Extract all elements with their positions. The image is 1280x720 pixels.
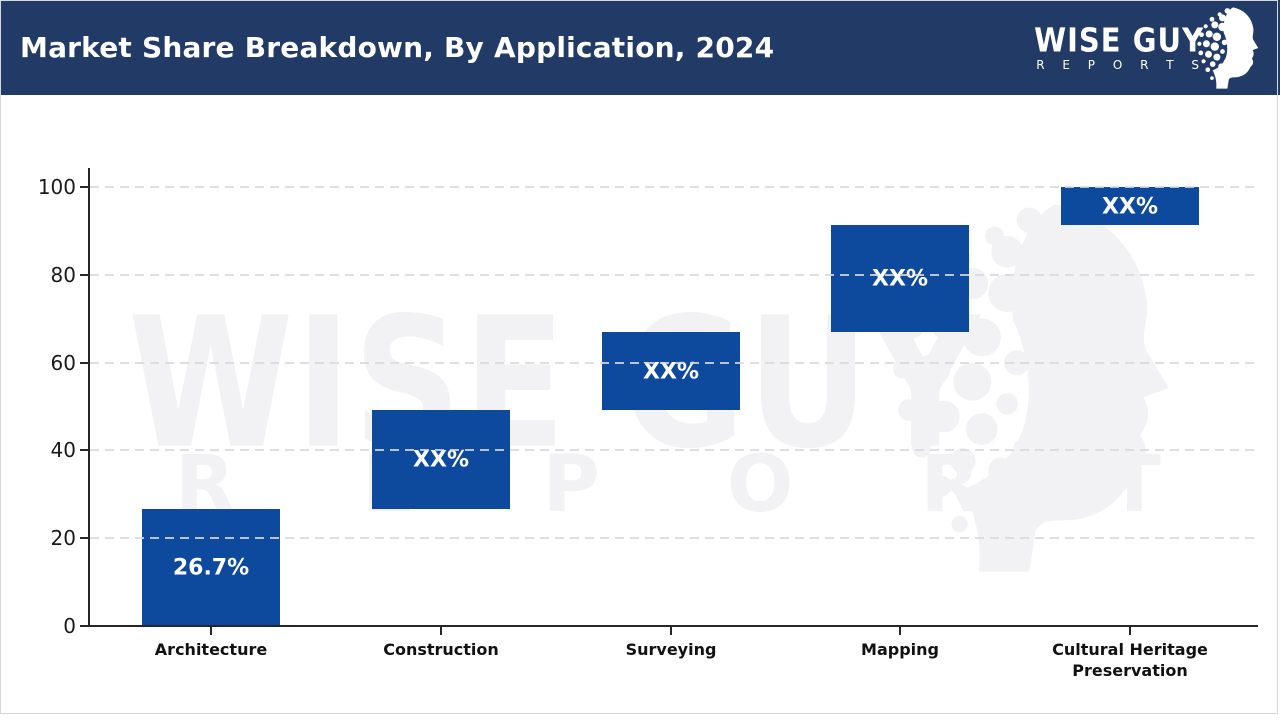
x-category-label-architecture: Architecture [154,640,268,659]
bar-mapping [831,224,969,332]
y-tick-label-20: 20 [50,526,76,551]
y-tick-100 [80,186,88,188]
wiseguy-logo: WISE GUY R E P O R T S [1032,0,1268,95]
bar-architecture [142,508,280,626]
bar-surveying [602,331,740,410]
x-tick-construction [440,627,442,635]
bar-construction [372,410,510,509]
y-tick-60 [80,361,88,364]
gridline-20 [90,537,1258,540]
gridline-100 [90,186,1258,188]
y-tick-label-40: 40 [50,438,76,463]
y-tick-0 [80,625,88,627]
x-category-label-surveying: Surveying [625,640,717,659]
y-tick-80 [80,273,88,276]
x-tick-cultural-heritage-preservation [1129,627,1131,635]
gridline-80 [90,273,1258,276]
gridline-60 [90,361,1258,364]
bar-value-label-cultural-heritage-preservation: XX% [1102,194,1158,220]
wiseguy-logo-text: WISE GUY R E P O R T S [1032,20,1206,72]
x-tick-mapping [899,627,901,635]
x-category-label-cultural-heritage-preservation: Cultural Heritage Preservation [1052,640,1208,680]
y-tick-label-60: 60 [50,350,76,375]
x-tick-architecture [210,627,212,635]
y-tick-label-0: 0 [63,614,76,638]
y-tick-label-80: 80 [50,262,76,287]
x-tick-surveying [670,627,672,635]
y-tick-label-100: 100 [37,175,76,199]
header-bar: Market Share Breakdown, By Application, … [0,0,1280,95]
x-category-label-construction: Construction [383,640,499,659]
bar-value-label-surveying: XX% [643,359,699,385]
x-axis-spine [88,625,1258,627]
x-category-label-mapping: Mapping [861,640,939,659]
bar-value-label-construction: XX% [413,447,469,473]
page-title: Market Share Breakdown, By Application, … [20,31,775,64]
gridline-40 [90,449,1258,452]
y-tick-20 [80,537,88,540]
bar-value-label-mapping: XX% [872,266,928,292]
y-axis-spine [88,168,90,627]
wiseguy-logo-line2: R E P O R T S [1036,58,1206,72]
bar-value-label-architecture: 26.7% [172,555,250,581]
bar-cultural-heritage-preservation [1061,187,1199,225]
y-tick-40 [80,449,88,452]
wiseguy-logo-line1: WISE GUY [1034,20,1205,60]
